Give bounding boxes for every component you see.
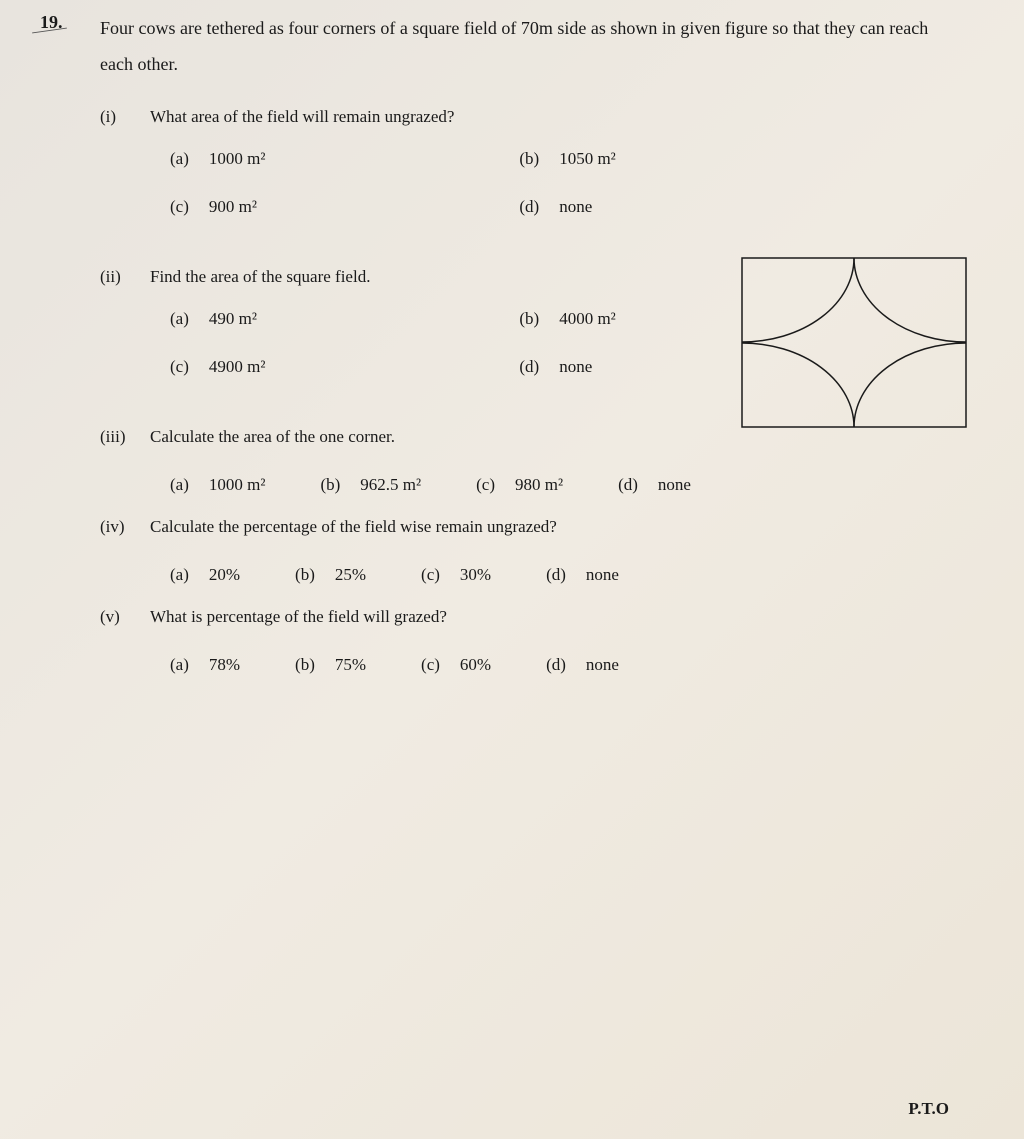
sub-text-iv: Calculate the percentage of the field wi… xyxy=(150,517,557,537)
option-iii-b: (b)962.5 m² xyxy=(320,475,421,495)
option-i-a: (a)1000 m² xyxy=(170,149,519,169)
option-iii-d: (d)none xyxy=(618,475,691,495)
option-v-b: (b)75% xyxy=(295,655,366,675)
option-iv-d: (d)none xyxy=(546,565,619,585)
option-iv-b: (b)25% xyxy=(295,565,366,585)
sub-text-iii: Calculate the area of the one corner. xyxy=(150,427,395,447)
square-field-diagram xyxy=(739,255,969,430)
option-v-a: (a)78% xyxy=(170,655,240,675)
option-v-d: (d)none xyxy=(546,655,619,675)
page-turn-over: P.T.O xyxy=(908,1099,949,1119)
option-i-d: (d)none xyxy=(519,197,868,217)
main-question-text: Four cows are tethered as four corners o… xyxy=(90,10,964,82)
sub-question-iv: (iv) Calculate the percentage of the fie… xyxy=(90,517,964,585)
option-iv-a: (a)20% xyxy=(170,565,240,585)
sub-question-v: (v) What is percentage of the field will… xyxy=(90,607,964,675)
option-i-b: (b)1050 m² xyxy=(519,149,868,169)
sub-label-i: (i) xyxy=(100,107,150,127)
sub-label-v: (v) xyxy=(100,607,150,627)
option-iii-c: (c)980 m² xyxy=(476,475,563,495)
sub-label-ii: (ii) xyxy=(100,267,150,287)
option-iv-c: (c)30% xyxy=(421,565,491,585)
option-i-c: (c)900 m² xyxy=(170,197,519,217)
option-iii-a: (a)1000 m² xyxy=(170,475,265,495)
sub-text-v: What is percentage of the field will gra… xyxy=(150,607,447,627)
option-ii-c: (c)4900 m² xyxy=(170,357,519,377)
sub-label-iv: (iv) xyxy=(100,517,150,537)
question-number: 19. xyxy=(40,12,63,33)
sub-label-iii: (iii) xyxy=(100,427,150,447)
option-v-c: (c)60% xyxy=(421,655,491,675)
sub-text-ii: Find the area of the square field. xyxy=(150,267,370,287)
sub-text-i: What area of the field will remain ungra… xyxy=(150,107,454,127)
sub-question-i: (i) What area of the field will remain u… xyxy=(90,107,964,245)
sub-question-iii: (iii) Calculate the area of the one corn… xyxy=(90,427,964,495)
option-ii-a: (a)490 m² xyxy=(170,309,519,329)
